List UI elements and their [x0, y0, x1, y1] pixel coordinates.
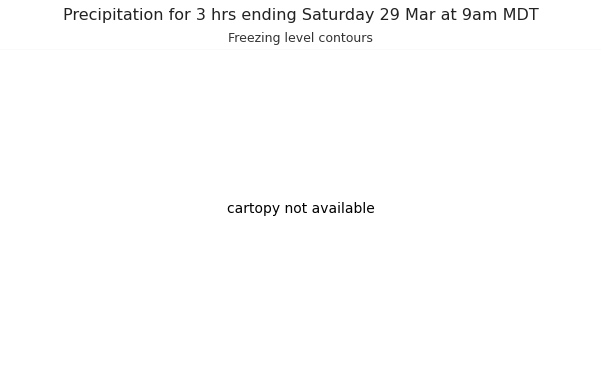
- Text: Freezing level contours: Freezing level contours: [228, 32, 373, 45]
- Text: Precipitation for 3 hrs ending Saturday 29 Mar at 9am MDT: Precipitation for 3 hrs ending Saturday …: [63, 8, 538, 24]
- Text: cartopy not available: cartopy not available: [227, 203, 374, 216]
